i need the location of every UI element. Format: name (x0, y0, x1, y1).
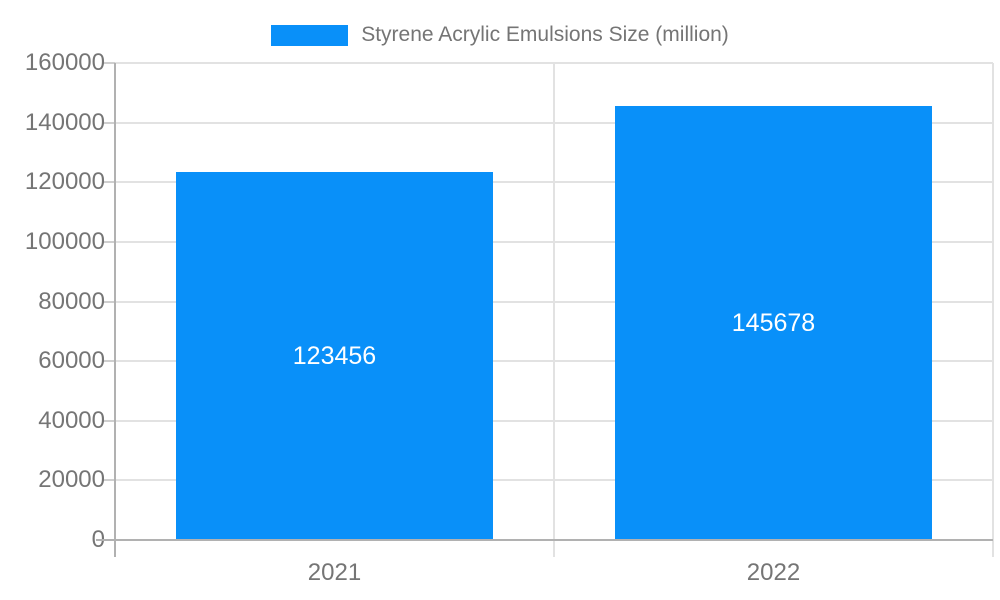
x-axis-tick (992, 540, 994, 557)
y-axis-line (114, 63, 116, 557)
bar-2022 (615, 105, 932, 540)
y-axis-tick (103, 300, 115, 303)
bar-value-label: 123456 (292, 341, 377, 370)
y-axis-label: 100000 (24, 227, 105, 255)
x-axis-label: 2022 (746, 559, 801, 586)
bar-value-label: 145678 (731, 308, 816, 337)
y-axis-tick (103, 479, 115, 482)
legend-swatch-icon (271, 24, 349, 46)
plot-area: 0 20000 40000 60000 80000 100000 120000 140000 1… (25, 49, 994, 586)
x-axis-line (96, 539, 993, 541)
category-gridline (992, 63, 994, 540)
y-axis-tick (103, 240, 115, 243)
legend-item[interactable]: Styrene Acrylic Emulsions Size (million) (271, 23, 729, 47)
y-axis-tick (103, 121, 115, 124)
category-gridline (553, 63, 555, 540)
legend-label: Styrene Acrylic Emulsions Size (million) (361, 23, 729, 46)
y-axis-tick (103, 181, 115, 184)
y-axis-tick (103, 419, 115, 422)
bar-2021 (176, 171, 493, 540)
y-axis-label: 140000 (24, 108, 105, 136)
x-axis-label: 2021 (307, 559, 362, 586)
y-axis-label: 60000 (38, 347, 105, 375)
y-axis-label: 80000 (38, 287, 105, 315)
y-axis-label: 120000 (24, 168, 105, 196)
chart-legend: Styrene Acrylic Emulsions Size (million) (0, 23, 1000, 47)
x-axis-tick (553, 540, 555, 557)
y-axis-label: 40000 (38, 406, 105, 434)
y-axis-tick (103, 62, 115, 64)
y-axis-label: 0 (91, 526, 105, 553)
y-axis-label: 160000 (24, 49, 105, 76)
y-axis-label: 20000 (38, 466, 105, 494)
y-axis-tick (103, 360, 115, 363)
